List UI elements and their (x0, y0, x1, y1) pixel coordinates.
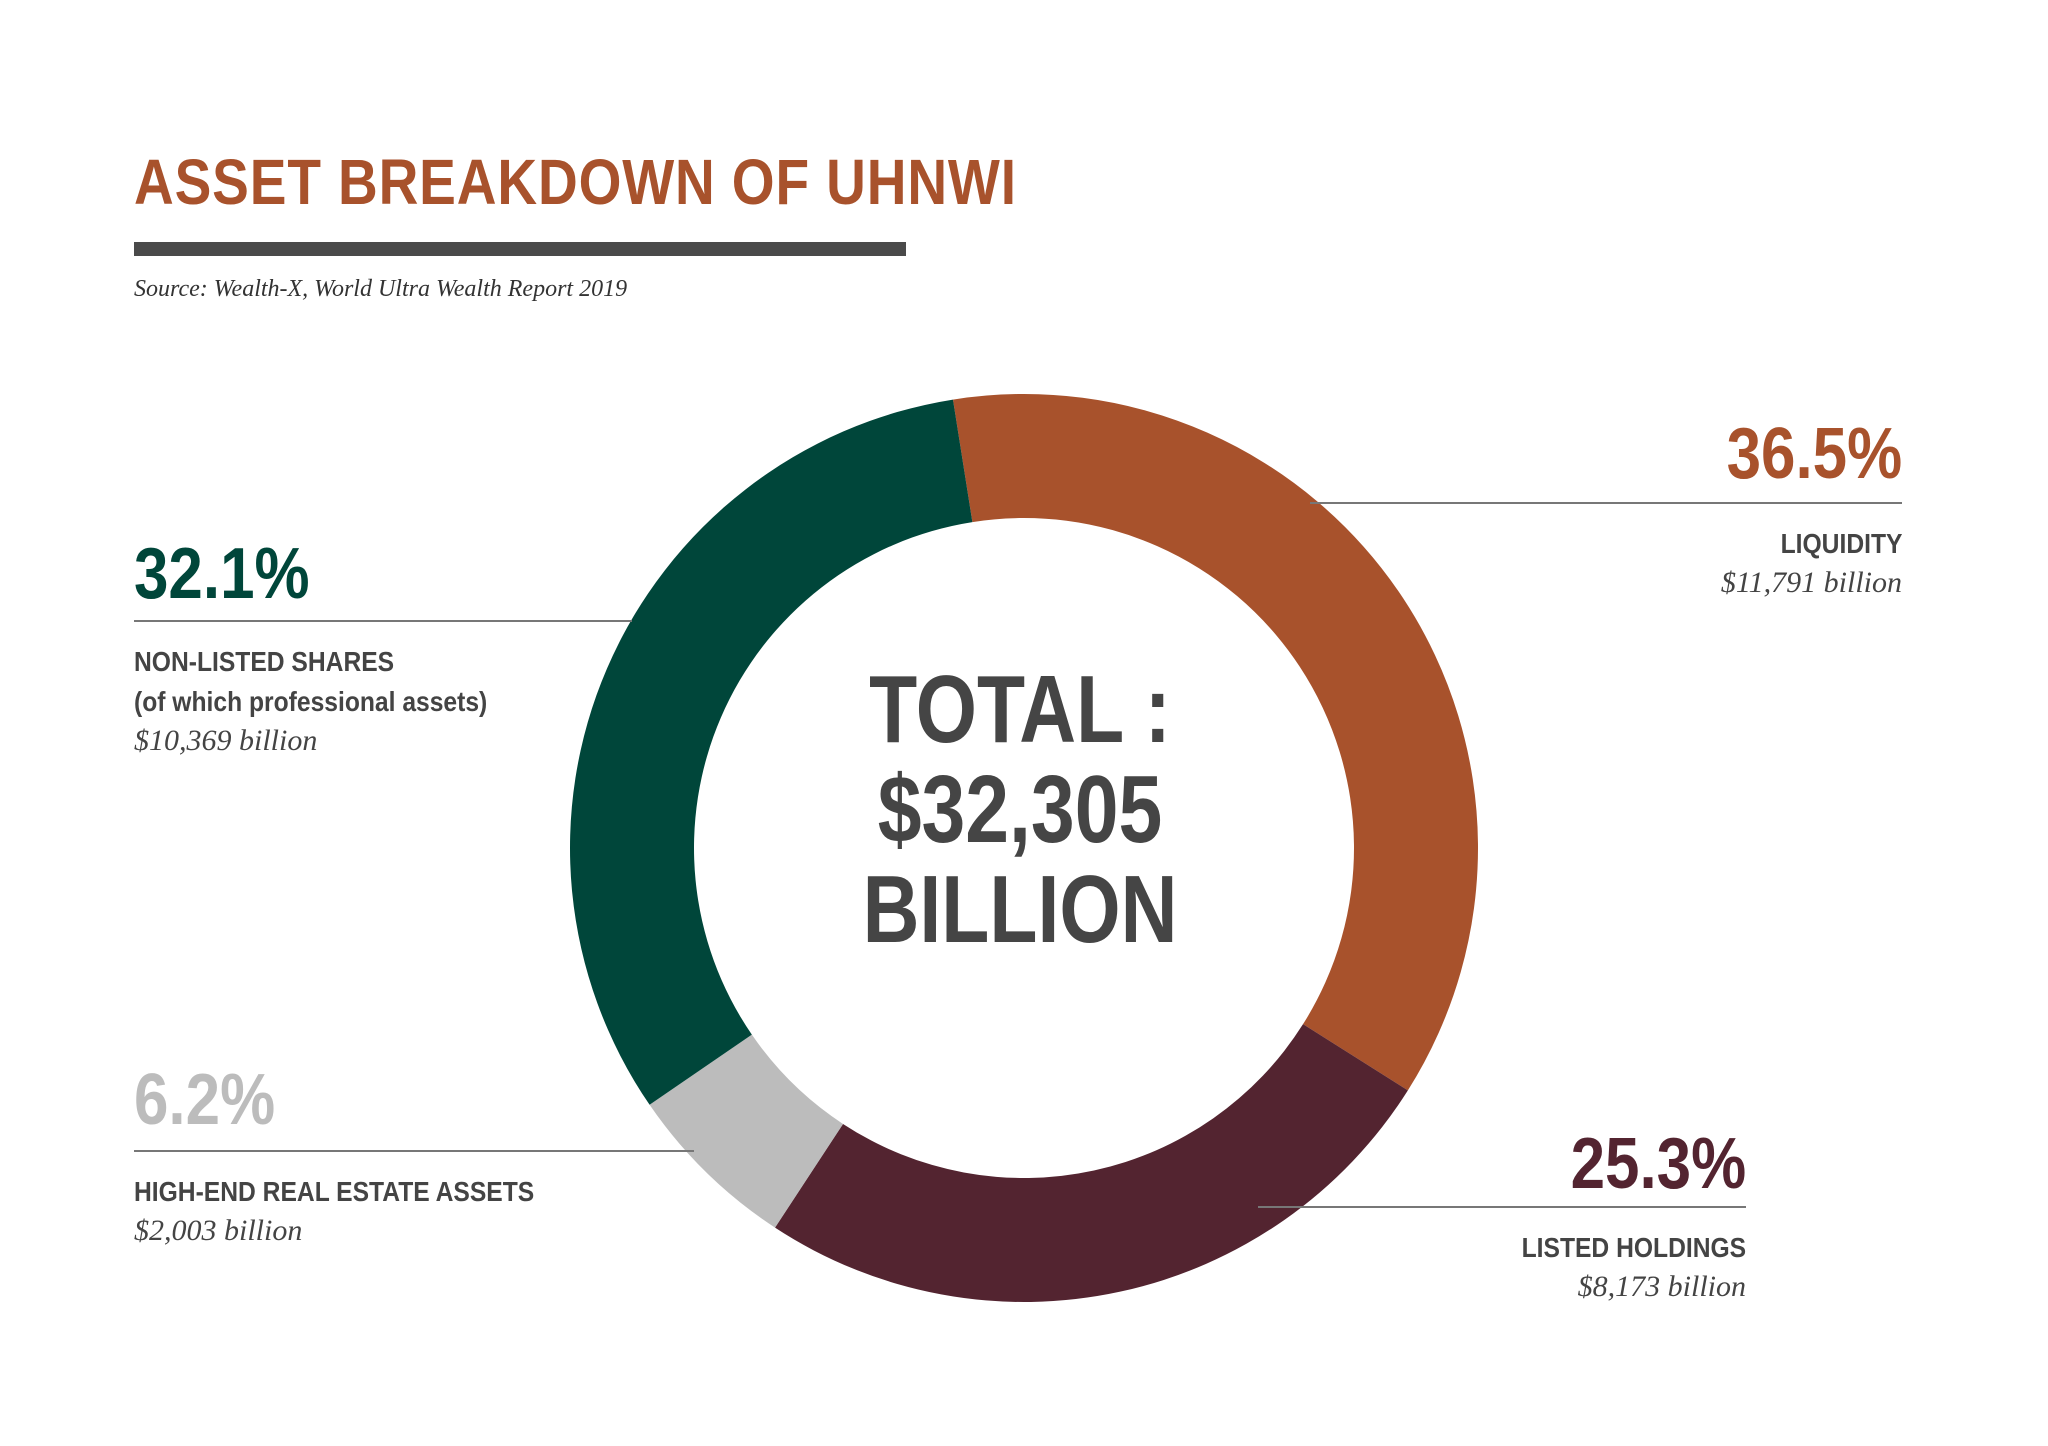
liquidity-percent: 36.5% (1726, 414, 1902, 494)
non-listed-shares-amount: $10,369 billion (134, 724, 318, 757)
real-estate-leader-line (134, 1150, 694, 1152)
real-estate-label: HIGH-END REAL ESTATE ASSETS (134, 1176, 535, 1207)
non-listed-shares-label: NON-LISTED SHARES (134, 646, 395, 677)
donut-slice-listed-holdings (775, 1024, 1408, 1303)
chart-title: ASSET BREAKDOWN OF UHNWI (134, 146, 1017, 218)
source-note: Source: Wealth-X, World Ultra Wealth Rep… (134, 276, 628, 302)
listed-holdings-leader-line (1258, 1206, 1746, 1208)
listed-holdings-amount: $8,173 billion (1577, 1270, 1746, 1303)
real-estate-amount: $2,003 billion (134, 1214, 303, 1247)
total-line-3: BILLION (862, 856, 1178, 963)
liquidity-amount: $11,791 billion (1720, 566, 1902, 599)
non-listed-shares-percent: 32.1% (134, 534, 310, 614)
liquidity-label: LIQUIDITY (1780, 528, 1902, 559)
non-listed-shares-sublabel: (of which professional assets) (134, 686, 488, 717)
non-listed-shares-leader-line (134, 620, 632, 622)
listed-holdings-label: LISTED HOLDINGS (1521, 1232, 1746, 1263)
total-label: TOTAL : $32,305 BILLION (856, 660, 1184, 960)
listed-holdings-percent: 25.3% (1570, 1124, 1746, 1204)
title-underline (134, 242, 906, 256)
total-line-2: $32,305 (877, 756, 1163, 863)
total-line-1: TOTAL : (869, 656, 1171, 763)
liquidity-leader-line (1310, 502, 1902, 504)
donut-slice-liquidity (952, 394, 1478, 1091)
donut-slice-non-listed-shares (570, 399, 973, 1105)
real-estate-percent: 6.2% (134, 1060, 276, 1140)
donut-slice-high-end-real-estate-assets (649, 1034, 844, 1228)
